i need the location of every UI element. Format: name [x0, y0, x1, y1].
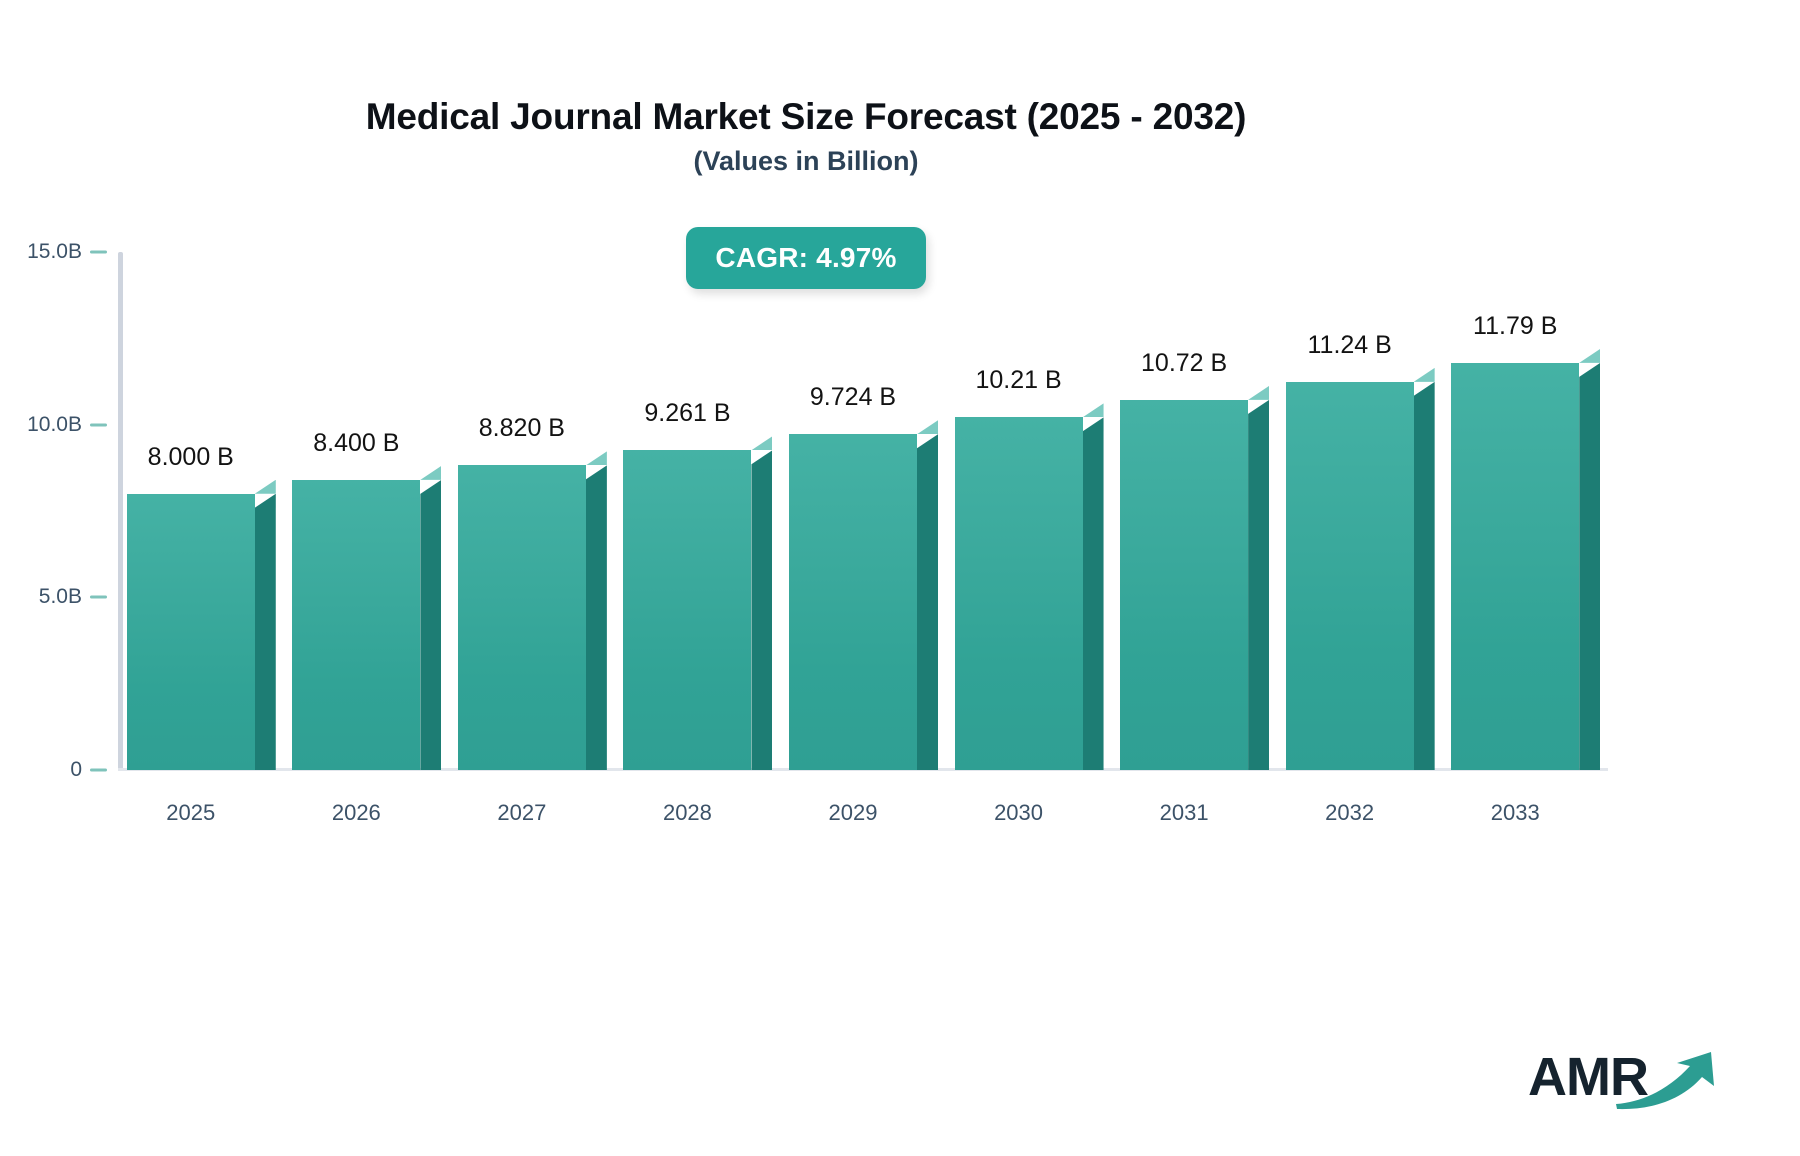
bar-group: 9.724 B 2029: [789, 252, 938, 825]
bar-value-label: 8.400 B: [313, 428, 400, 457]
y-axis-tick-label: 0: [70, 758, 82, 781]
bar-value-label: 10.72 B: [1141, 348, 1228, 377]
y-axis-tick-label: 5.0B: [38, 585, 82, 609]
bar-top-face: [420, 465, 442, 480]
bar[interactable]: [1285, 367, 1435, 770]
bar-value-label: 11.79 B: [1473, 311, 1558, 340]
cagr-badge-label: CAGR: 4.97%: [715, 242, 897, 273]
bar-front-face: [954, 417, 1083, 770]
bar-side-face: [1082, 417, 1104, 770]
bar-side-face: [1248, 399, 1270, 770]
y-axis-tick-mark: [90, 423, 107, 427]
x-axis-tick-label: 2030: [994, 800, 1044, 825]
bar-group: 8.400 B 2026: [292, 252, 442, 825]
amr-logo: AMR: [1528, 1042, 1728, 1116]
y-axis-tick-mark: [90, 250, 107, 254]
growth-arrow-icon: [1616, 1052, 1714, 1110]
bar-group: 10.72 B 2031: [1120, 252, 1270, 825]
x-axis-tick-label: 2028: [662, 800, 712, 825]
plot-area: 8.000 B 2025 8.400 B 2026 8.820 B 2027 9.261 B…: [118, 252, 1608, 825]
x-axis-tick-label: 2031: [1159, 800, 1209, 825]
bar-top-face: [1248, 385, 1270, 400]
y-axis-tick-mark: [90, 768, 107, 772]
bar-group: 8.000 B 2025: [126, 252, 276, 825]
bar[interactable]: [292, 465, 442, 770]
x-axis-tick-label: 2026: [331, 800, 381, 825]
bar-side-face: [751, 450, 773, 770]
x-axis-tick-label: 2027: [497, 800, 547, 825]
bar-group: 11.24 B 2032: [1285, 252, 1435, 825]
bar-top-face: [751, 436, 773, 451]
bar-front-face: [1285, 381, 1414, 770]
bar[interactable]: [126, 479, 276, 770]
bar-front-face: [1120, 399, 1249, 770]
y-axis: 0 5.0B 10.0B 15.0B: [0, 0, 118, 1156]
bar-top-face: [1579, 348, 1601, 363]
bar-group: 11.79 B 2033: [1451, 252, 1601, 825]
y-axis-line: [118, 252, 123, 770]
x-axis-tick-label: 2029: [828, 800, 878, 825]
bar[interactable]: [1451, 348, 1601, 770]
bar[interactable]: [954, 403, 1104, 770]
page-title: Medical Journal Market Size Forecast (20…: [365, 96, 1247, 137]
bar-value-label: 9.724 B: [809, 383, 897, 412]
x-axis-tick-label: 2032: [1325, 800, 1375, 825]
bar-side-face: [585, 465, 607, 770]
bar-top-face: [1082, 403, 1104, 418]
bar-side-face: [254, 493, 276, 770]
bar-side-face: [917, 434, 938, 770]
bar-front-face: [126, 493, 255, 770]
page-subtitle: (Values in Billion): [693, 146, 919, 176]
y-axis-tick-label: 10.0B: [27, 412, 82, 436]
bar-front-face: [457, 465, 586, 770]
bar[interactable]: [457, 451, 607, 770]
y-axis-tick-label: 15.0B: [27, 240, 82, 263]
bar-top-face: [254, 479, 276, 494]
bar-group: 10.21 B 2030: [954, 252, 1104, 825]
bar-value-label: 8.000 B: [147, 442, 234, 471]
bar-group: 9.261 B 2028: [623, 252, 773, 825]
bar[interactable]: [623, 436, 773, 770]
bar-side-face: [1579, 362, 1601, 770]
bar[interactable]: [789, 420, 938, 770]
amr-logo-text: AMR: [1528, 1047, 1649, 1107]
bar-value-label: 9.261 B: [644, 399, 731, 428]
bar-front-face: [623, 450, 752, 770]
x-axis-tick-label: 2025: [166, 800, 216, 825]
x-axis-tick-label: 2033: [1490, 800, 1540, 825]
bar-top-face: [1413, 367, 1435, 382]
bar-side-face: [1413, 381, 1435, 770]
bar-front-face: [1451, 362, 1580, 770]
bar-group: 8.820 B 2027: [457, 252, 607, 825]
y-axis-tick-mark: [90, 595, 107, 599]
bar-front-face: [292, 479, 421, 770]
bar-top-face: [917, 420, 938, 435]
bar-value-label: 11.24 B: [1307, 330, 1392, 359]
bar-value-label: 8.820 B: [478, 414, 565, 443]
bar-value-label: 10.21 B: [975, 366, 1062, 395]
bar-side-face: [420, 479, 442, 770]
bar-front-face: [789, 434, 917, 770]
cagr-badge: CAGR: 4.97%: [686, 227, 926, 289]
bar[interactable]: [1120, 385, 1270, 770]
bar-top-face: [585, 451, 607, 466]
